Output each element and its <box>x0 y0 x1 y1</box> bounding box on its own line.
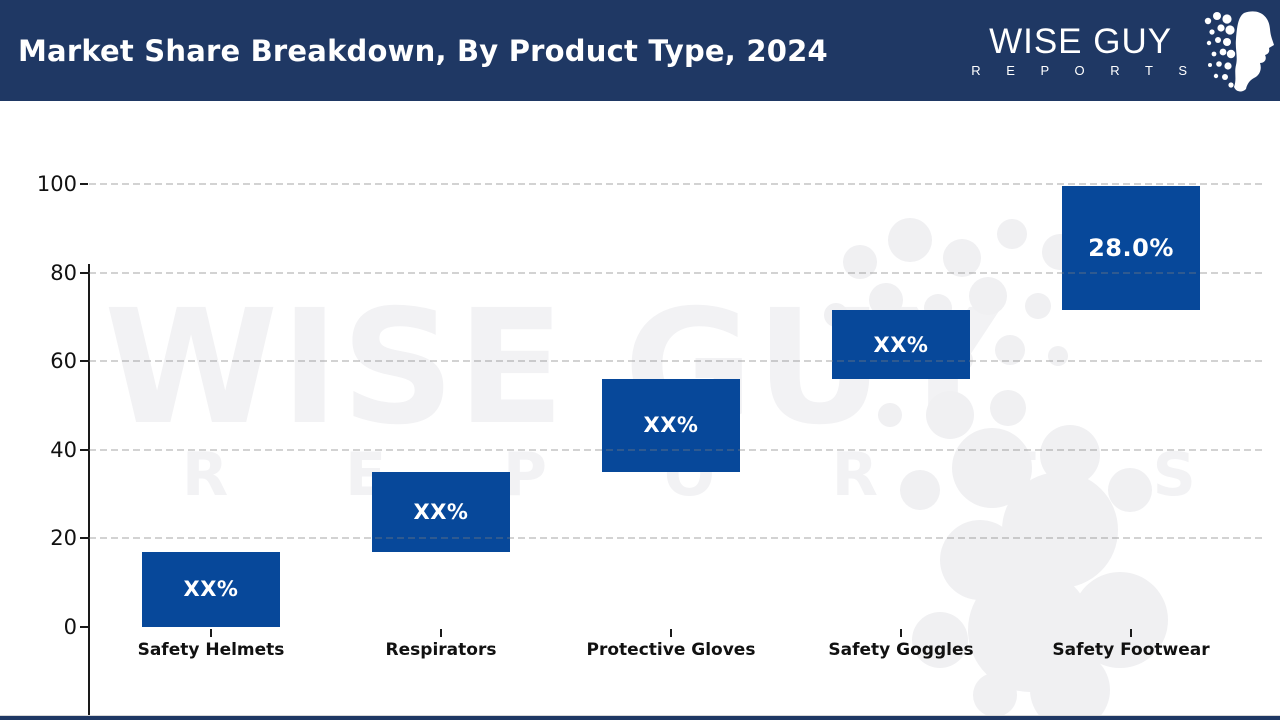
bar-protective-gloves: XX% <box>602 378 740 472</box>
footer-bar <box>0 716 1280 720</box>
bar-value-label: XX% <box>413 499 469 524</box>
brand-wordmark: WISE GUY R E P O R T S <box>963 24 1198 78</box>
y-tick <box>80 626 88 628</box>
bar-safety-goggles: XX% <box>832 310 970 379</box>
bar-value-label: XX% <box>873 332 929 357</box>
dotted-face-profile-icon <box>1204 10 1274 91</box>
brand-reports-text: R E P O R T S <box>971 62 1198 78</box>
y-tick <box>80 448 88 451</box>
bar-respirators: XX% <box>372 471 510 552</box>
x-axis-category-label: Safety Goggles <box>828 640 974 660</box>
footer-divider <box>0 715 1280 716</box>
x-axis-category-label: Safety Helmets <box>137 640 285 660</box>
y-tick-label: 80 <box>50 260 77 285</box>
header: Market Share Breakdown, By Product Type,… <box>0 0 1280 101</box>
bar-value-label: 28.0% <box>1088 234 1174 263</box>
y-tick-label: 0 <box>63 615 77 639</box>
x-tick <box>440 629 442 637</box>
bar-safety-helmets: XX% <box>142 551 280 627</box>
gridline <box>89 537 1264 540</box>
watermark-face-dots <box>824 218 1168 715</box>
bar-value-label: XX% <box>183 577 239 602</box>
y-tick-label: 60 <box>50 349 77 374</box>
bar-value-label: XX% <box>643 413 699 438</box>
x-tick <box>1130 629 1132 637</box>
x-axis-category-label: Protective Gloves <box>586 640 756 660</box>
bar-safety-footwear: 28.0% <box>1062 186 1200 311</box>
gridline <box>89 360 1264 363</box>
page-title: Market Share Breakdown, By Product Type,… <box>18 33 828 68</box>
brand-logo: WISE GUY R E P O R T S <box>963 0 1274 101</box>
gridline <box>89 448 1264 451</box>
y-tick-label: 100 <box>36 172 77 196</box>
x-tick <box>670 629 672 637</box>
chart-area <box>0 101 1280 720</box>
x-tick <box>210 629 212 637</box>
x-tick <box>900 629 902 637</box>
gridline <box>89 183 1264 185</box>
y-axis-line <box>88 264 90 720</box>
x-axis-category-label: Safety Footwear <box>1052 640 1210 660</box>
y-tick <box>80 360 88 363</box>
y-tick <box>80 537 88 540</box>
brand-name-text: WISE GUY <box>989 21 1173 61</box>
x-axis-category-label: Respirators <box>385 640 497 660</box>
y-tick-label: 20 <box>50 526 77 551</box>
y-tick <box>80 271 88 274</box>
gridline <box>89 271 1264 274</box>
y-tick <box>80 183 88 185</box>
y-tick-label: 40 <box>50 437 77 462</box>
